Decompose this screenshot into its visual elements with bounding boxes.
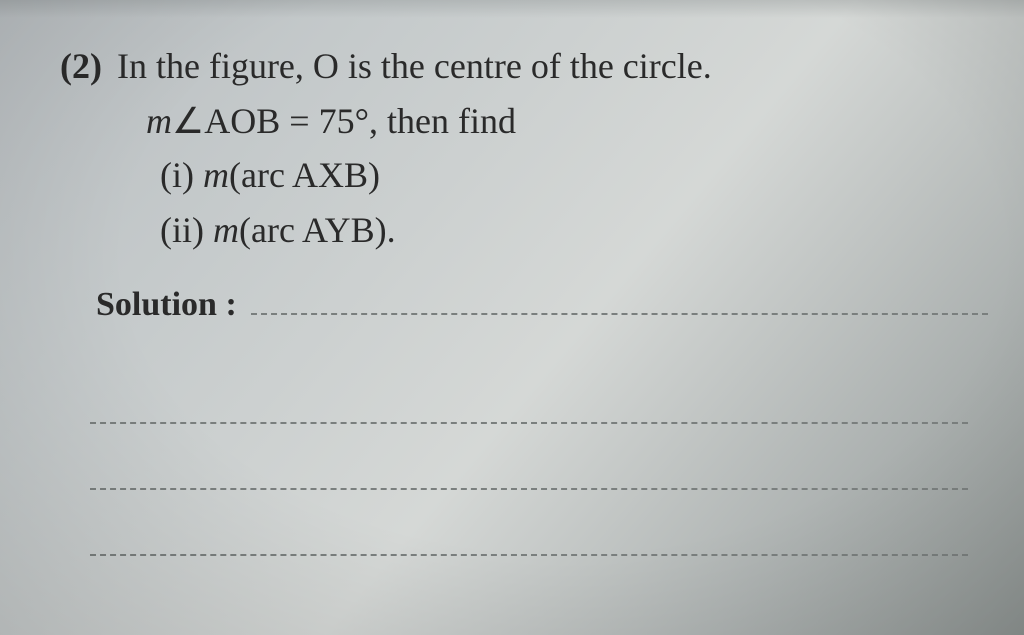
answer-blank-line <box>90 424 968 490</box>
solution-row: Solution : <box>96 286 988 324</box>
part-arc-word: arc <box>241 155 292 195</box>
stem-part2: is the centre of the circle. <box>339 46 712 86</box>
solution-label: Solution : <box>96 286 237 324</box>
part-target: AYB <box>302 210 375 250</box>
part-close: ) <box>368 155 380 195</box>
answer-blank-inline <box>251 294 988 315</box>
part-open: ( <box>229 155 241 195</box>
part-close: ). <box>375 210 396 250</box>
part-label: (ii) <box>160 210 204 250</box>
given-value: 75° <box>319 101 369 141</box>
answer-blank-line <box>90 358 968 424</box>
part-ii: (ii) m(arc AYB). <box>160 206 988 255</box>
given-angle: AOB <box>204 101 280 141</box>
answer-lines <box>90 358 968 556</box>
center-letter: O <box>313 46 339 86</box>
question-number: (2) <box>60 46 102 86</box>
page-top-shadow <box>0 0 1024 18</box>
given-suffix: , then find <box>369 101 516 141</box>
part-open: ( <box>239 210 251 250</box>
given-line: m∠AOB = 75°, then find <box>146 97 988 146</box>
part-label: (i) <box>160 155 194 195</box>
part-arc-word: arc <box>251 210 302 250</box>
question-stem: (2) In the figure, O is the centre of th… <box>60 42 988 91</box>
part-prefix: m <box>203 155 229 195</box>
answer-blank-line <box>90 490 968 556</box>
part-prefix: m <box>213 210 239 250</box>
angle-symbol: ∠ <box>172 101 204 141</box>
part-i: (i) m(arc AXB) <box>160 151 988 200</box>
stem-part1: In the figure, <box>117 46 313 86</box>
given-equals: = <box>280 101 318 141</box>
given-m: m <box>146 101 172 141</box>
part-target: AXB <box>292 155 368 195</box>
page-content: (2) In the figure, O is the centre of th… <box>0 0 1024 556</box>
